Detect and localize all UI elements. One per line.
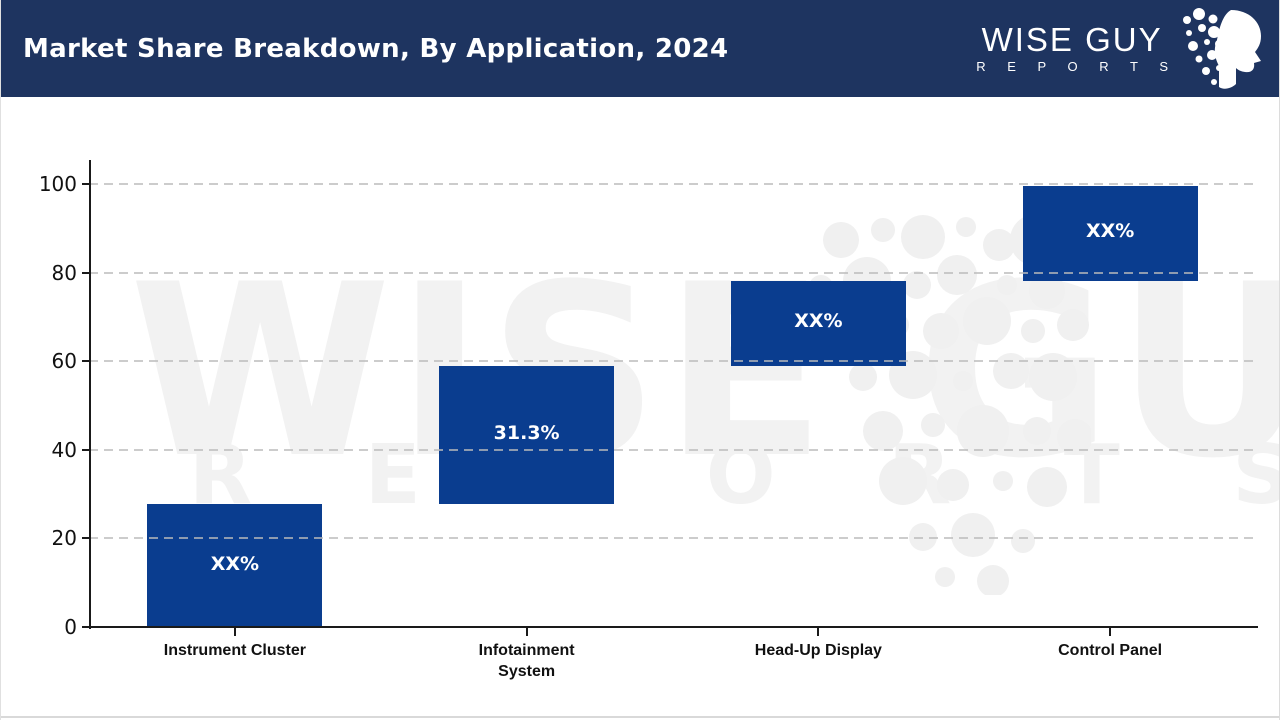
y-tick-label-20: 20: [51, 526, 77, 551]
y-tick-40: [82, 448, 89, 451]
x-tick-1: [525, 628, 528, 636]
category-label: Control Panel: [1058, 642, 1163, 659]
y-tick-label-100: 100: [38, 172, 77, 197]
x-tick-3: [1109, 628, 1112, 636]
gridline-100: [89, 183, 1256, 186]
gridline-80: [89, 271, 1256, 274]
bottom-divider: [1, 716, 1279, 718]
gridline-40: [89, 448, 1256, 451]
bar-instrument-cluster: [147, 504, 323, 627]
y-tick-0: [82, 626, 89, 628]
y-tick-label-80: 80: [51, 260, 77, 285]
bar-value-label: 31.3%: [493, 422, 560, 445]
bar-infotainment-system: [439, 365, 615, 505]
wiseguy-logo-text: WISE GUY R E P O R T S: [967, 21, 1177, 75]
x-tick-0: [233, 628, 236, 636]
bar-value-label: XX%: [210, 552, 260, 575]
gridline-20: [89, 537, 1256, 540]
header-bar: Market Share Breakdown, By Application, …: [1, 0, 1279, 97]
bar-value-label: XX%: [1085, 220, 1135, 243]
y-tick-label-0: 0: [64, 615, 77, 639]
bar-head-up-display: [730, 280, 906, 366]
x-tick-2: [817, 628, 820, 636]
category-label: Instrument Cluster: [163, 642, 306, 659]
bar-control-panel: [1022, 186, 1198, 281]
gridline-60: [89, 360, 1256, 363]
watermark-wordmark: WISE GUY: [129, 234, 1279, 511]
y-tick-label-40: 40: [51, 437, 77, 462]
y-axis-line: [89, 160, 91, 629]
x-axis-line: [89, 626, 1258, 628]
bar-value-label: XX%: [794, 310, 843, 333]
y-tick-100: [82, 183, 89, 186]
y-tick-60: [82, 360, 89, 363]
category-label: Infotainment System: [478, 642, 575, 680]
y-tick-80: [82, 271, 89, 274]
category-label: Head-Up Display: [754, 642, 882, 659]
logo-subtitle: R E P O R T S: [976, 59, 1177, 74]
y-tick-label-60: 60: [51, 349, 77, 374]
wiseguy-logo: WISE GUY R E P O R T S: [967, 6, 1267, 92]
y-tick-20: [82, 537, 89, 540]
page-title: Market Share Breakdown, By Application, …: [23, 33, 729, 64]
wiseguy-head-icon: [1183, 7, 1261, 89]
watermark-subtitle: R E P O R T S: [189, 428, 1280, 523]
logo-wordmark: WISE GUY: [981, 21, 1163, 58]
